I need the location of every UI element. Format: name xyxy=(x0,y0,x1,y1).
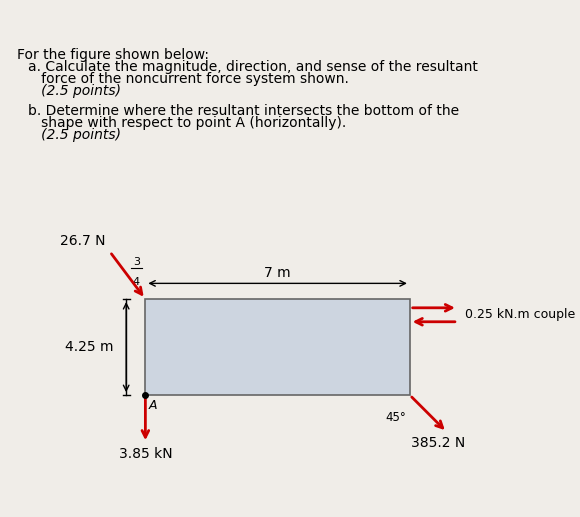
Text: 26.7 N: 26.7 N xyxy=(60,234,106,248)
Text: 385.2 N: 385.2 N xyxy=(411,436,465,450)
Text: A: A xyxy=(149,399,157,412)
Text: 0.25 kN.m couple: 0.25 kN.m couple xyxy=(465,308,575,321)
Text: a. Calculate the magnitude, direction, and sense of the resultant: a. Calculate the magnitude, direction, a… xyxy=(28,60,477,74)
Text: 3: 3 xyxy=(133,256,140,267)
Bar xyxy=(146,299,410,395)
Text: (2.5 points): (2.5 points) xyxy=(28,84,121,98)
Text: (2.5 points): (2.5 points) xyxy=(28,128,121,142)
Text: force of the noncurrent force system shown.: force of the noncurrent force system sho… xyxy=(28,72,349,86)
Text: 3.85 kN: 3.85 kN xyxy=(118,447,172,462)
Text: b. Determine where the resultant intersects the bottom of the: b. Determine where the resultant interse… xyxy=(28,103,459,117)
Text: 4.25 m: 4.25 m xyxy=(66,340,114,354)
Text: shape with respect to point A (horizontally).: shape with respect to point A (horizonta… xyxy=(28,116,346,130)
Text: 4: 4 xyxy=(133,277,140,287)
Text: 45°: 45° xyxy=(385,411,406,424)
Text: 7 m: 7 m xyxy=(264,266,291,280)
Text: For the figure shown below:: For the figure shown below: xyxy=(17,48,209,62)
